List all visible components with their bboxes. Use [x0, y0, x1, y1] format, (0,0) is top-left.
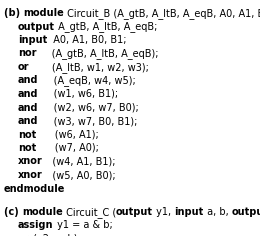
- Text: (y2, a, b);: (y2, a, b);: [29, 234, 80, 236]
- Text: (w5, A0, B0);: (w5, A0, B0);: [43, 170, 115, 180]
- Text: (w7, A0);: (w7, A0);: [36, 143, 99, 153]
- Text: Circuit_C (: Circuit_C (: [63, 207, 116, 218]
- Text: input: input: [174, 207, 204, 217]
- Text: and: and: [18, 102, 38, 113]
- Text: output: output: [18, 21, 55, 31]
- Text: (c): (c): [4, 207, 22, 217]
- Text: and: and: [18, 76, 38, 85]
- Text: A0, A1, B0, B1;: A0, A1, B0, B1;: [47, 35, 127, 45]
- Text: or: or: [18, 234, 29, 236]
- Text: (w1, w6, B1);: (w1, w6, B1);: [38, 89, 119, 99]
- Text: (w4, A1, B1);: (w4, A1, B1);: [43, 156, 115, 167]
- Text: output: output: [231, 207, 260, 217]
- Text: or: or: [18, 62, 29, 72]
- Text: Circuit_B (A_gtB, A_ltB, A_eqB, A0, A1, B0, B1);: Circuit_B (A_gtB, A_ltB, A_eqB, A0, A1, …: [64, 8, 260, 19]
- Text: output: output: [116, 207, 153, 217]
- Text: a, b,: a, b,: [204, 207, 231, 217]
- Text: module: module: [23, 8, 64, 18]
- Text: assign: assign: [18, 220, 54, 231]
- Text: A_gtB, A_ltB, A_eqB;: A_gtB, A_ltB, A_eqB;: [55, 21, 157, 32]
- Text: (w3, w7, B0, B1);: (w3, w7, B0, B1);: [38, 116, 138, 126]
- Text: not: not: [18, 143, 36, 153]
- Text: and: and: [18, 89, 38, 99]
- Text: y1 = a & b;: y1 = a & b;: [54, 220, 112, 231]
- Text: xnor: xnor: [18, 170, 43, 180]
- Text: (w6, A1);: (w6, A1);: [36, 130, 99, 139]
- Text: not: not: [18, 130, 36, 139]
- Text: xnor: xnor: [18, 156, 43, 167]
- Text: input: input: [18, 35, 47, 45]
- Text: (w2, w6, w7, B0);: (w2, w6, w7, B0);: [38, 102, 139, 113]
- Text: (A_eqB, w4, w5);: (A_eqB, w4, w5);: [38, 76, 136, 86]
- Text: module: module: [22, 207, 63, 217]
- Text: (b): (b): [4, 8, 23, 18]
- Text: (A_gtB, A_ltB, A_eqB);: (A_gtB, A_ltB, A_eqB);: [36, 49, 159, 59]
- Text: y1,: y1,: [153, 207, 174, 217]
- Text: nor: nor: [18, 49, 36, 59]
- Text: and: and: [18, 116, 38, 126]
- Text: endmodule: endmodule: [4, 184, 65, 194]
- Text: (A_ltB, w1, w2, w3);: (A_ltB, w1, w2, w3);: [29, 62, 148, 73]
